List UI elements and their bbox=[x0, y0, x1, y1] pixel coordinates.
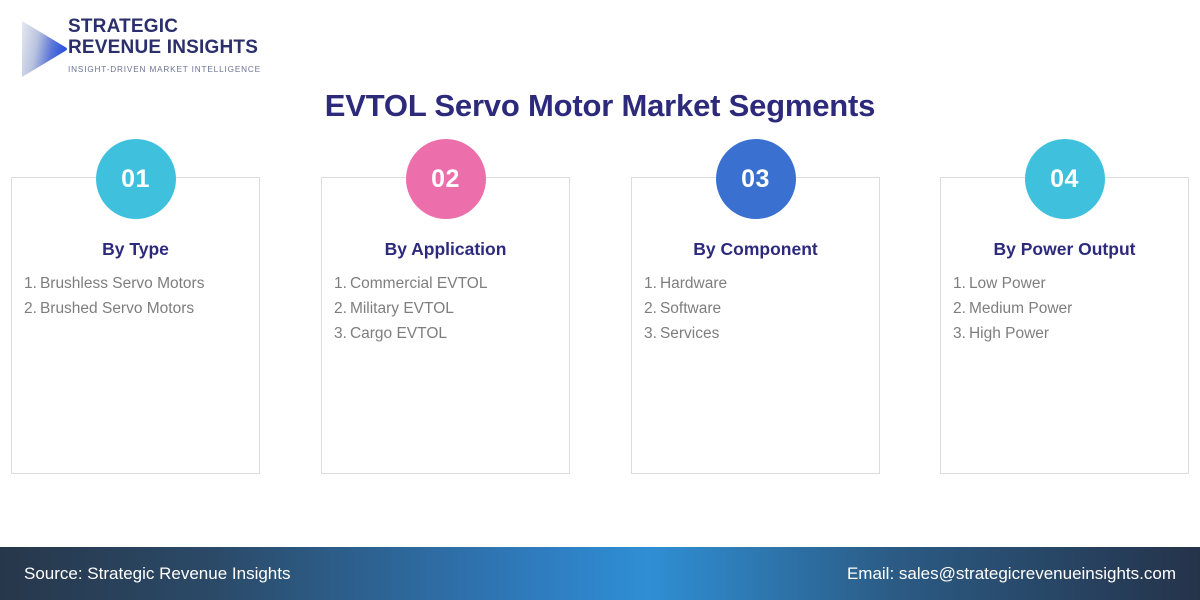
segment-number: 04 bbox=[1050, 164, 1079, 193]
list-item-number: 1. bbox=[953, 275, 966, 292]
list-item: 1. Hardware bbox=[644, 271, 873, 296]
list-item-label: Low Power bbox=[968, 275, 1046, 292]
segment-heading: By Component bbox=[693, 239, 818, 259]
segment-heading: By Type bbox=[102, 239, 169, 259]
list-item: 1. Brushless Servo Motors bbox=[24, 271, 253, 296]
footer-email-text: Email: sales@strategicrevenueinsights.co… bbox=[846, 563, 1176, 583]
segment-item-list: 1. Hardware 2. Software 3. Services bbox=[644, 271, 873, 346]
page-title: EVTOL Servo Motor Market Segments bbox=[324, 88, 876, 123]
list-item-number: 1. bbox=[334, 275, 347, 292]
brand-logo: Strategic Revenue Insights Insight-Drive… bbox=[20, 16, 340, 88]
list-item-number: 2. bbox=[644, 300, 657, 317]
segment-heading: By Power Output bbox=[993, 239, 1136, 259]
segment-number-badge: 04 bbox=[1024, 139, 1105, 219]
segment-item-list: 1. Brushless Servo Motors 2. Brushed Servo… bbox=[24, 271, 253, 321]
list-item-label: Services bbox=[659, 325, 720, 342]
segment-number: 01 bbox=[121, 164, 150, 193]
segment-card: 02 By Application 1. Commercial EVTOL 2. M… bbox=[321, 139, 570, 474]
list-item-number: 2. bbox=[953, 300, 966, 317]
segment-card: 01 By Type 1. Brushless Servo Motors 2. Br… bbox=[11, 139, 260, 474]
list-item: 3. High Power bbox=[953, 321, 1182, 346]
segment-heading: By Application bbox=[384, 239, 507, 259]
list-item-number: 2. bbox=[334, 300, 347, 317]
list-item-label: Medium Power bbox=[968, 300, 1073, 317]
list-item-label: Brushed Servo Motors bbox=[39, 300, 195, 317]
list-item-number: 1. bbox=[644, 275, 657, 292]
segment-number-badge: 01 bbox=[95, 139, 176, 219]
brand-logo-text: Strategic Revenue Insights Insight-Drive… bbox=[68, 16, 338, 76]
list-item-number: 1. bbox=[24, 275, 37, 292]
list-item: 2. Military EVTOL bbox=[334, 296, 563, 321]
list-item: 3. Cargo EVTOL bbox=[334, 321, 563, 346]
segment-item-list: 1. Low Power 2. Medium Power 3. High Power bbox=[953, 271, 1182, 346]
list-item: 1. Commercial EVTOL bbox=[334, 271, 563, 296]
list-item-label: Commercial EVTOL bbox=[349, 275, 488, 292]
list-item-label: Software bbox=[659, 300, 722, 317]
list-item: 3. Services bbox=[644, 321, 873, 346]
segment-number-badge: 02 bbox=[405, 139, 486, 219]
brand-name-line-1: Strategic bbox=[68, 16, 179, 37]
footer-source-text: Source: Strategic Revenue Insights bbox=[24, 563, 291, 583]
list-item-number: 3. bbox=[953, 325, 966, 342]
footer-bar: Source: Strategic Revenue Insights Email… bbox=[0, 547, 1200, 600]
segment-number: 03 bbox=[741, 164, 770, 193]
list-item: 1. Low Power bbox=[953, 271, 1182, 296]
list-item-label: Military EVTOL bbox=[349, 300, 454, 317]
chevron-right-logo-mark-icon bbox=[20, 18, 68, 80]
brand-name-line-2: Revenue Insights bbox=[68, 37, 259, 58]
list-item: 2. Brushed Servo Motors bbox=[24, 296, 253, 321]
list-item-number: 3. bbox=[334, 325, 347, 342]
list-item: 2. Software bbox=[644, 296, 873, 321]
list-item-label: Hardware bbox=[659, 275, 728, 292]
list-item: 2. Medium Power bbox=[953, 296, 1182, 321]
list-item-label: High Power bbox=[968, 325, 1050, 342]
segment-card: 04 By Power Output 1. Low Power 2. Medium … bbox=[940, 139, 1189, 474]
list-item-label: Cargo EVTOL bbox=[349, 325, 448, 342]
segment-item-list: 1. Commercial EVTOL 2. Military EVTOL 3. Ca… bbox=[334, 271, 563, 346]
list-item-label: Brushless Servo Motors bbox=[39, 275, 205, 292]
segment-card: 03 By Component 1. Hardware 2. Software 3.… bbox=[631, 139, 880, 474]
segment-number-badge: 03 bbox=[715, 139, 796, 219]
brand-tagline: Insight-Driven Market Intelligence bbox=[68, 65, 261, 74]
list-item-number: 3. bbox=[644, 325, 657, 342]
segment-cards-container: 01 By Type 1. Brushless Servo Motors 2. Br… bbox=[11, 139, 1189, 476]
list-item-number: 2. bbox=[24, 300, 37, 317]
segment-number: 02 bbox=[431, 164, 460, 193]
